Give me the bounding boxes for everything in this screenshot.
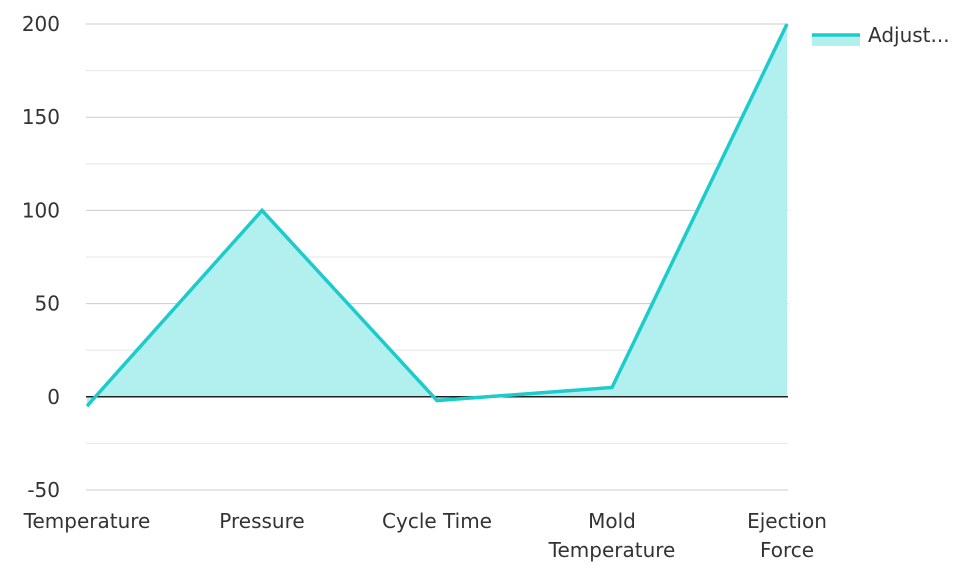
x-category-label: Pressure <box>219 509 304 533</box>
x-category-label: Ejection Force <box>747 509 827 562</box>
x-category-label: Temperature <box>23 509 151 533</box>
y-tick-label: 100 <box>22 198 60 222</box>
x-category-label-line: Temperature <box>548 538 676 562</box>
y-tick-label: 200 <box>22 12 60 36</box>
x-category-label-line: Ejection <box>747 509 827 533</box>
x-category-label-line: Temperature <box>23 509 151 533</box>
y-tick-label: -50 <box>27 478 60 502</box>
x-category-label-line: Force <box>760 538 814 562</box>
legend-label: Adjust... <box>868 23 950 47</box>
legend-swatch <box>812 36 860 46</box>
series-area <box>87 24 787 406</box>
x-category-label-line: Pressure <box>219 509 304 533</box>
y-tick-label: 150 <box>22 105 60 129</box>
x-category-label-line: Cycle Time <box>382 509 492 533</box>
x-category-label: Cycle Time <box>382 509 492 533</box>
x-category-label-line: Mold <box>588 509 636 533</box>
y-tick-label: 0 <box>47 385 60 409</box>
y-tick-label: 50 <box>35 292 60 316</box>
x-category-label: Mold Temperature <box>548 509 676 562</box>
